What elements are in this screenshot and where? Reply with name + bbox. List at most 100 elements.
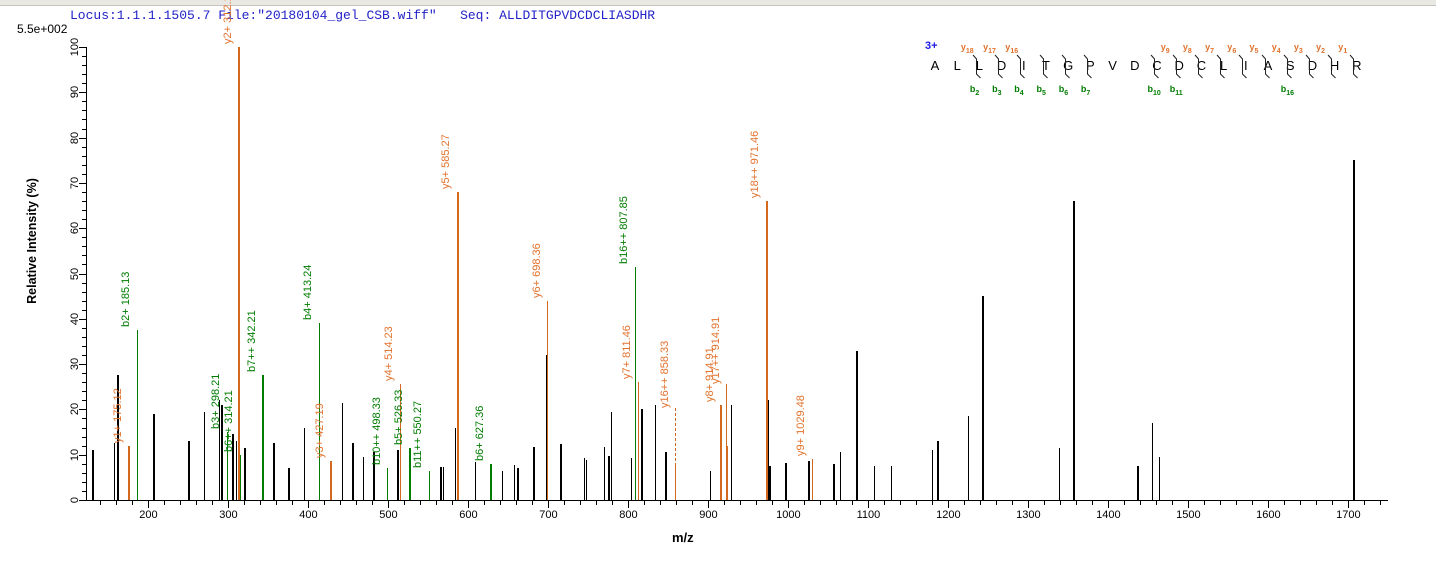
x-axis-tick: [260, 501, 262, 505]
b4-fragment-marker: b4: [1014, 84, 1024, 97]
spectrum-peak: [1073, 201, 1076, 500]
x-axis-tick-label: 300: [219, 509, 238, 521]
annotated-peak-y18++: [765, 201, 768, 500]
b7-fragment-marker: b7: [1080, 84, 1091, 97]
y-axis-tick-label: 40: [69, 312, 81, 325]
label-leader-line: [675, 408, 677, 467]
x-axis-tick: [532, 501, 534, 505]
b11-fragment-marker: b11: [1169, 84, 1183, 97]
y-axis-tick: [79, 47, 86, 48]
y-axis-tick: [82, 373, 86, 375]
y-axis-tick-label: 60: [69, 222, 81, 235]
y-axis-tick: [79, 409, 86, 411]
y-axis-tick: [82, 191, 86, 193]
cleavage-bracket-19: [1349, 54, 1359, 79]
x-axis-tick-label: 700: [539, 509, 558, 521]
x-axis-tick-label: 800: [619, 509, 638, 521]
b5-fragment-marker: b5: [1036, 84, 1046, 97]
x-axis-tick: [228, 501, 230, 508]
x-axis-tick: [1348, 501, 1350, 508]
y-axis-tick: [82, 110, 86, 112]
y-axis-tick-label: 90: [69, 86, 81, 99]
x-axis-tick: [644, 501, 646, 505]
x-axis-tick: [1044, 501, 1046, 505]
x-axis-tick: [820, 501, 822, 505]
x-axis-tick: [452, 501, 454, 505]
peak-label-y18++: y18++ 971.46: [749, 130, 762, 199]
x-axis-tick: [356, 501, 358, 505]
x-axis-tick: [516, 501, 518, 505]
window-top-strip: [0, 0, 1436, 6]
x-axis-tick: [676, 501, 678, 505]
spectrum-peak: [710, 470, 712, 500]
x-axis-tick: [980, 501, 982, 505]
max-intensity-value: 5.5e+002: [17, 22, 68, 36]
x-axis-tick: [948, 501, 950, 508]
x-axis-tick: [1204, 501, 1206, 505]
peak-label-b6++: b6++ 314.21: [223, 389, 236, 452]
b10-fragment-marker: b10: [1147, 84, 1161, 97]
spectrum-peak: [244, 447, 246, 500]
spectrum-peak: [630, 457, 633, 500]
peak-label-y17++: y17++ 914.91: [709, 316, 722, 384]
spectrum-peak: [833, 463, 835, 500]
y-axis-tick: [82, 291, 86, 293]
x-axis-tick: [884, 501, 886, 505]
label-leader-line: [726, 383, 728, 446]
b6-fragment-marker: b6: [1058, 84, 1069, 97]
y-axis-tick: [82, 282, 86, 284]
residue-9-V: V: [1108, 58, 1117, 73]
y-axis-tick-label: 80: [69, 131, 81, 144]
x-axis-tick: [708, 501, 710, 508]
spectrum-peak: [117, 375, 120, 500]
x-axis-tick-label: 1400: [1096, 509, 1121, 521]
x-axis-tick: [1172, 501, 1174, 505]
residue-13-C: C: [1196, 58, 1207, 73]
y-axis-tick: [82, 345, 86, 347]
x-axis-tick: [276, 501, 278, 505]
x-axis-tick: [244, 501, 246, 505]
annotated-peak-b16++: [634, 266, 637, 500]
spectrum-peak: [188, 441, 190, 500]
y-axis-tick: [82, 83, 86, 85]
x-axis-tick: [1380, 501, 1382, 505]
spectrum-header: Locus:1.1.1.1505.7 File:"20180104_gel_CS…: [70, 8, 655, 23]
peak-label-b4+: b4+ 413.24: [302, 264, 315, 321]
x-axis-tick: [868, 501, 870, 508]
x-axis-tick: [148, 501, 150, 508]
y-axis-tick: [79, 273, 86, 275]
spectrum-peak: [654, 404, 657, 500]
x-axis-tick: [964, 501, 966, 505]
peak-label-b6+: b6+ 627.36: [473, 405, 486, 461]
residue-14-L: L: [1219, 58, 1228, 73]
spectrum-peak: [785, 462, 787, 500]
spectrum-peak: [839, 452, 841, 500]
y-axis-tick-label: 20: [69, 403, 81, 416]
spectrum-peak: [273, 443, 275, 500]
spectrum-peak: [583, 458, 585, 500]
y-axis-tick: [82, 201, 86, 203]
annotated-peak-y17++: [726, 445, 728, 500]
residue-16-A: A: [1263, 58, 1273, 73]
x-axis-tick: [1284, 501, 1286, 505]
residue-8-P: P: [1086, 58, 1095, 73]
x-axis-tick: [1156, 501, 1158, 505]
annotated-peak-b5+: [409, 447, 411, 500]
residue-1-A: A: [930, 58, 940, 73]
x-axis-tick-label: 1100: [856, 509, 881, 521]
x-axis-tick: [548, 501, 550, 508]
b2-fragment-marker: b2: [969, 84, 980, 97]
y-axis-tick: [79, 182, 86, 184]
peak-label-y7+: y7+ 811.46: [621, 325, 634, 380]
y-axis-tick: [82, 246, 86, 248]
residue-7-G: G: [1063, 58, 1074, 73]
annotated-peak-b10++: [387, 468, 389, 500]
peak-label-b2+: b2+ 185.13: [120, 271, 132, 328]
y-axis-tick: [79, 92, 86, 94]
x-axis-tick: [500, 501, 502, 505]
y-axis-tick: [82, 490, 86, 492]
x-axis-tick-label: 1300: [1016, 509, 1041, 521]
x-axis-tick: [900, 501, 902, 505]
spectrum-peak: [855, 350, 858, 500]
